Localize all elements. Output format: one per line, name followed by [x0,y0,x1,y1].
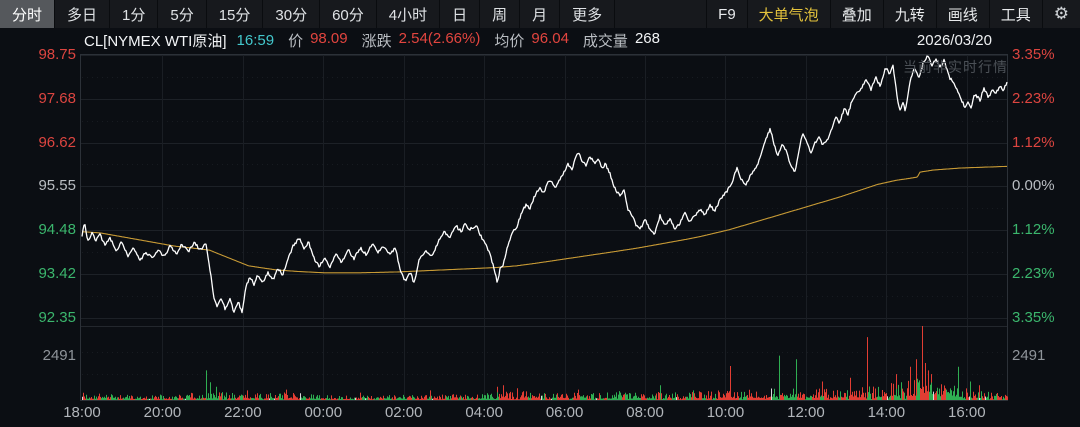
percent-axis-label: 3.35% [1012,309,1055,326]
time-axis-label: 06:00 [545,404,584,421]
price-axis-label: 92.35 [38,309,76,326]
tab-15min[interactable]: 15分 [207,0,264,28]
settings-gear-icon[interactable]: ⚙ [1041,0,1080,28]
tab-60min[interactable]: 60分 [320,0,377,28]
symbol-name: CL[NYMEX WTI原油] [84,32,227,50]
toolbar: 分时 多日 1分 5分 15分 30分 60分 4小时日周月更多 F9 大单气泡 叠加 九转 画线 工具… [0,0,1080,28]
price-axis-label: 96.62 [38,134,76,151]
avg-price-field: 均价 96.04 [494,30,569,51]
price-axis-label: 98.75 [38,46,76,63]
tab-more[interactable]: 更多 [560,0,616,28]
time-axis-label: 16:00 [948,404,986,421]
time-axis-label: 00:00 [304,404,343,421]
tab-month[interactable]: 月 [520,0,561,28]
time-axis-label: 18:00 [63,404,101,421]
time-axis-label: 14:00 [867,404,906,421]
tab-week[interactable]: 周 [480,0,521,28]
average-price-line [81,165,1007,274]
draw-line-button[interactable]: 画线 [935,0,989,28]
toolbar-tools: F9 大单气泡 叠加 九转 画线 工具 ⚙ [706,0,1080,28]
price-field: 价 98.09 [288,30,348,51]
time-axis-label: 04:00 [465,404,503,421]
intraday-chart[interactable] [0,52,1080,427]
chart-area: 98.75 97.68 96.62 95.55 94.48 93.42 92.35 2491 … [0,46,1080,427]
volume-bars-down [86,355,1005,400]
quote-date: 2026/03/20 [916,31,992,49]
f9-button[interactable]: F9 [706,0,747,28]
time-axis-label: 12:00 [787,404,825,421]
overlay-button[interactable]: 叠加 [829,0,883,28]
tab-1min[interactable]: 1分 [110,0,159,28]
tab-multi-day[interactable]: 多日 [55,0,111,28]
tab-4hour[interactable]: 4小时 [377,0,441,28]
volume-bars-flat [82,388,986,400]
tools-button[interactable]: 工具 [988,0,1042,28]
percent-axis-label: 3.35% [1012,46,1055,63]
watermark-label: 当前非实时行情 [903,59,1008,75]
percent-axis-label: 2.23% [1012,265,1055,282]
price-axis-label: 93.42 [38,265,76,282]
volume-axis-label-left: 2491 [42,347,76,364]
interval-tabs: 分时 多日 1分 5分 15分 30分 60分 4小时日周月更多 [0,0,616,28]
volume-field: 成交量 268 [583,30,660,51]
price-axis-label: 97.68 [38,90,76,107]
change-field: 涨跌 2.54(2.66%) [362,30,481,51]
tab-5min[interactable]: 5分 [158,0,207,28]
price-axis-label: 94.48 [38,221,76,238]
price-field-value: 98.09 [310,29,348,47]
quote-fields: 价 98.09 涨跌 2.54(2.66%) 均价 96.04 成交量 268 [288,30,674,51]
price-axis-label: 95.55 [38,177,76,194]
time-axis-label: 08:00 [626,404,664,421]
time-axis-label: 22:00 [224,404,262,421]
nine-turn-button[interactable]: 九转 [882,0,936,28]
time-axis-label: 10:00 [706,404,745,421]
volume-bars-up [83,326,1008,400]
percent-axis-label: 0.00% [1012,177,1055,194]
time-axis-label: 20:00 [143,404,182,421]
tab-day[interactable]: 日 [440,0,481,28]
big-order-bubble-button[interactable]: 大单气泡 [746,0,830,28]
price-line [81,55,1008,314]
tab-30min[interactable]: 30分 [263,0,321,28]
avg-price-field-label: 均价 [494,32,525,50]
percent-axis-label: 2.23% [1012,90,1055,107]
volume-field-label: 成交量 [582,32,628,50]
time-axis-label: 02:00 [384,404,423,421]
tab-time-share[interactable]: 分时 [0,0,56,28]
volume-field-value: 268 [634,29,660,47]
avg-price-field-value: 96.04 [531,29,569,47]
percent-axis-label: 1.12% [1012,134,1055,151]
quote-time: 16:59 [236,31,275,49]
volume-axis-label-right: 2491 [1012,347,1046,364]
price-field-label: 价 [288,32,304,50]
change-field-label: 涨跌 [361,32,392,50]
percent-axis-label: 1.12% [1012,221,1055,238]
change-field-value: 2.54(2.66%) [398,29,481,47]
quote-info-bar: CL[NYMEX WTI原油] 16:59 价 98.09 涨跌 2.54(2.66%… [0,28,1080,52]
